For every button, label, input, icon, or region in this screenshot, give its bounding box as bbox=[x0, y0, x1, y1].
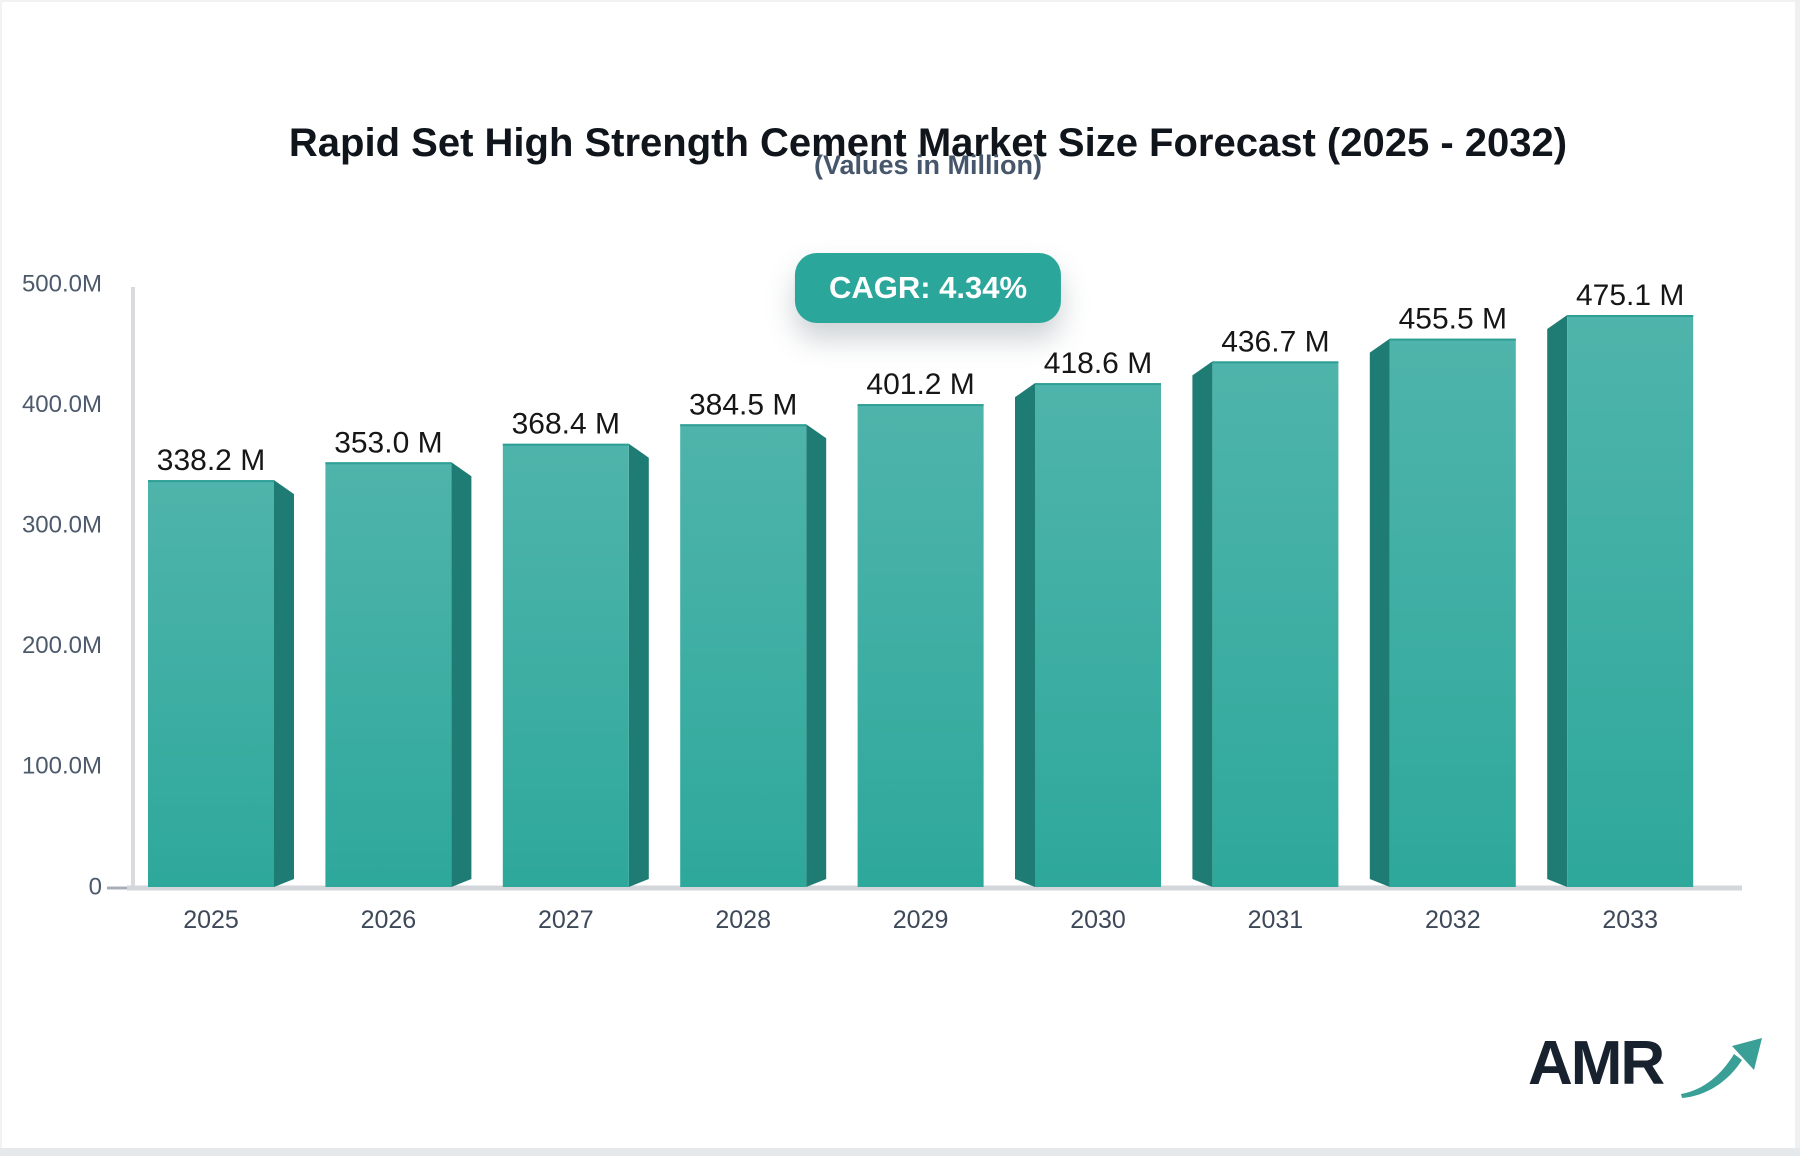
bar-value-label: 418.6 M bbox=[1044, 347, 1152, 380]
bar-2026 bbox=[325, 462, 452, 887]
bar-2029 bbox=[857, 404, 984, 887]
y-axis-tick-label: 200.0M bbox=[22, 632, 102, 659]
bar-side-2031 bbox=[1192, 361, 1213, 887]
bar-value-label: 368.4 M bbox=[512, 408, 620, 441]
bar-value-label: 455.5 M bbox=[1399, 303, 1507, 336]
cagr-badge: CAGR: 4.34% bbox=[794, 253, 1062, 323]
bar-side-2026 bbox=[451, 462, 472, 887]
x-axis-label: 2031 bbox=[1248, 906, 1304, 934]
bar-value-label: 475.1 M bbox=[1576, 279, 1684, 312]
x-axis-label: 2030 bbox=[1070, 906, 1126, 934]
bar-side-2032 bbox=[1369, 338, 1390, 887]
y-axis-tick-label: 0 bbox=[89, 873, 102, 900]
page-title: Rapid Set High Strength Cement Market Si… bbox=[288, 120, 1568, 165]
bar-side-2033 bbox=[1547, 315, 1568, 887]
x-axis-label: 2029 bbox=[893, 906, 949, 934]
page-subtitle: (Values in Million) bbox=[813, 150, 1043, 180]
bar-value-label: 338.2 M bbox=[157, 444, 265, 477]
y-axis-tick-label: 500.0M bbox=[22, 270, 102, 297]
x-axis-label: 2025 bbox=[183, 906, 239, 934]
bar-value-label: 401.2 M bbox=[866, 368, 974, 401]
x-axis-label: 2033 bbox=[1602, 906, 1658, 934]
bar-2030 bbox=[1035, 383, 1161, 887]
x-axis-label: 2028 bbox=[715, 906, 771, 934]
page-border-bottom bbox=[0, 1148, 1800, 1156]
page-border-top bbox=[0, 0, 1800, 2]
x-axis-label: 2032 bbox=[1425, 906, 1481, 934]
bar-side-2028 bbox=[806, 424, 827, 887]
bar-side-2030 bbox=[1015, 383, 1035, 887]
bar-2028 bbox=[680, 424, 807, 887]
amr-logo: AMR bbox=[1528, 1028, 1762, 1118]
page-border-right bbox=[1795, 0, 1800, 1156]
growth-arrow-icon bbox=[1681, 1038, 1762, 1098]
bar-2027 bbox=[502, 443, 629, 887]
y-axis-tick-label: 400.0M bbox=[22, 391, 102, 418]
x-axis-label: 2026 bbox=[361, 906, 417, 934]
bar-2025 bbox=[148, 480, 274, 887]
x-axis-label: 2027 bbox=[538, 906, 594, 934]
bar-2032 bbox=[1389, 338, 1516, 887]
bar-side-2025 bbox=[274, 480, 294, 887]
amr-logo-text: AMR bbox=[1528, 1029, 1665, 1098]
y-axis-tick-label: 100.0M bbox=[22, 753, 102, 780]
y-axis-tick-label: 300.0M bbox=[22, 512, 102, 539]
bar-2031 bbox=[1212, 361, 1339, 887]
bar-value-label: 353.0 M bbox=[334, 426, 442, 459]
bar-2033 bbox=[1567, 315, 1694, 887]
bar-value-label: 384.5 M bbox=[689, 388, 797, 421]
bar-side-2027 bbox=[628, 443, 649, 887]
bar-value-label: 436.7 M bbox=[1221, 325, 1329, 358]
page-border-left bbox=[0, 0, 2, 1156]
